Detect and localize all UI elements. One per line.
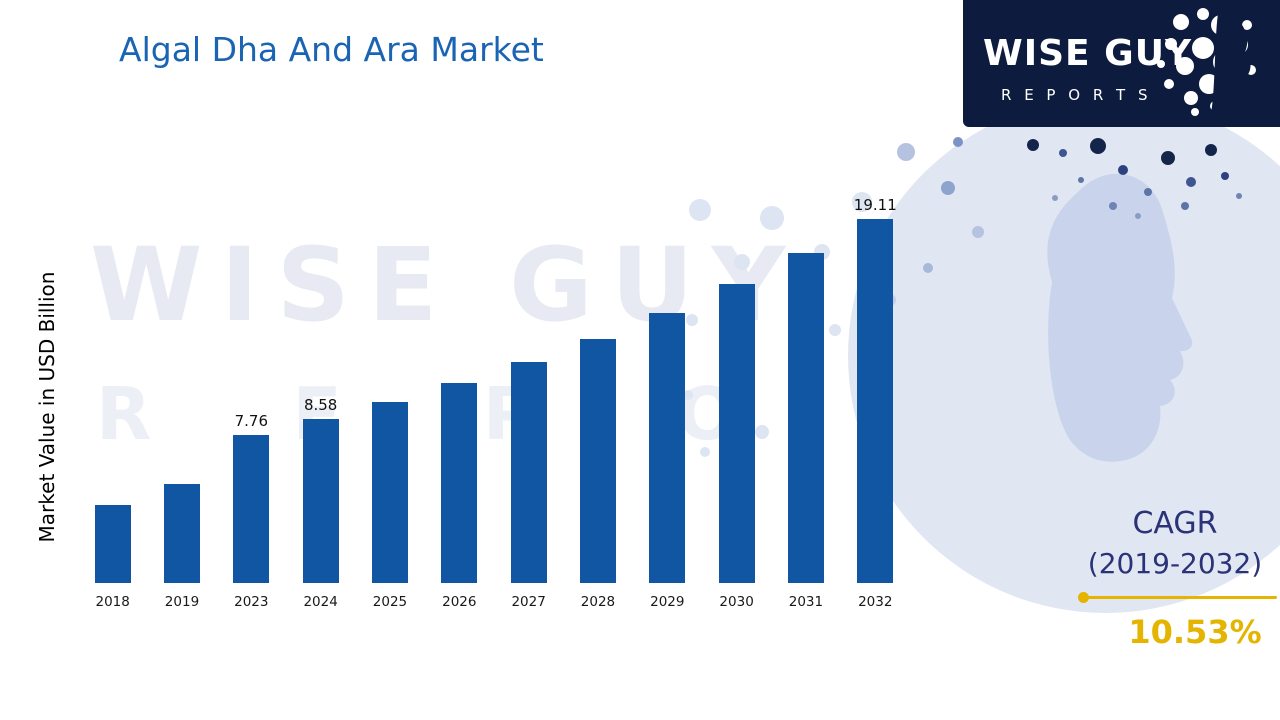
bar-slot-2025: 2025 — [355, 196, 424, 610]
bar-chart-plot: 2018 2019 7.76 2023 8.58 2024 2025 2026 2027 2028… — [78, 196, 910, 610]
bar-2025 — [371, 402, 408, 583]
chart-title: Algal Dha And Ara Market — [119, 30, 544, 69]
cagr-block: CAGR (2019-2032) 10.53% — [1055, 506, 1280, 651]
bar-2031 — [787, 253, 824, 583]
bar-value-label-2023: 7.76 — [234, 412, 269, 430]
x-tick-2019: 2019 — [164, 594, 200, 610]
bar-2029 — [649, 313, 686, 583]
bar-value-label-2024: 8.58 — [303, 396, 338, 414]
cagr-range: (2019-2032) — [1087, 547, 1263, 580]
bar-2019 — [163, 484, 200, 583]
bar-2027 — [510, 362, 547, 583]
x-tick-2026: 2026 — [442, 594, 477, 610]
bar-value-label-2032: 19.11 — [853, 196, 897, 214]
y-axis-label: Market Value in USD Billion — [35, 271, 59, 543]
x-tick-2032: 2032 — [858, 594, 893, 610]
bar-slot-2030: 2030 — [702, 196, 771, 610]
brand-panel: WISE GUY R E P O R T S — [963, 0, 1280, 127]
brand-subtitle: R E P O R T S — [1001, 86, 1152, 104]
cagr-divider — [1078, 592, 1277, 603]
x-tick-2024: 2024 — [303, 594, 338, 610]
divider-dot-icon — [1078, 592, 1089, 603]
bar-slot-2029: 2029 — [633, 196, 702, 610]
x-tick-2031: 2031 — [788, 594, 824, 610]
bar-2024 — [302, 419, 339, 583]
cagr-value: 10.53% — [1128, 613, 1262, 651]
x-tick-2023: 2023 — [234, 594, 269, 610]
bar-2018 — [94, 505, 131, 583]
bar-2032 — [857, 219, 894, 583]
bar-2026 — [441, 383, 478, 583]
x-tick-2028: 2028 — [580, 594, 616, 610]
x-tick-2030: 2030 — [719, 594, 754, 610]
bar-slot-2031: 2031 — [771, 196, 840, 610]
bar-slot-2028: 2028 — [563, 196, 632, 610]
bar-slot-2032: 19.11 2032 — [841, 196, 910, 610]
bar-slot-2024: 8.58 2024 — [286, 196, 355, 610]
bar-2023 — [233, 435, 270, 583]
bar-slot-2027: 2027 — [494, 196, 563, 610]
x-tick-2027: 2027 — [511, 594, 546, 610]
x-tick-2025: 2025 — [372, 594, 408, 610]
bar-2028 — [579, 339, 616, 583]
x-tick-2029: 2029 — [650, 594, 685, 610]
bar-slot-2023: 7.76 2023 — [217, 196, 286, 610]
x-tick-2018: 2018 — [95, 594, 130, 610]
bar-2030 — [718, 284, 755, 583]
brand-name: WISE GUY — [983, 33, 1193, 74]
cagr-label: CAGR — [1132, 506, 1218, 541]
bar-slot-2018: 2018 — [78, 196, 147, 610]
bar-slot-2026: 2026 — [425, 196, 494, 610]
bar-slot-2019: 2019 — [147, 196, 216, 610]
